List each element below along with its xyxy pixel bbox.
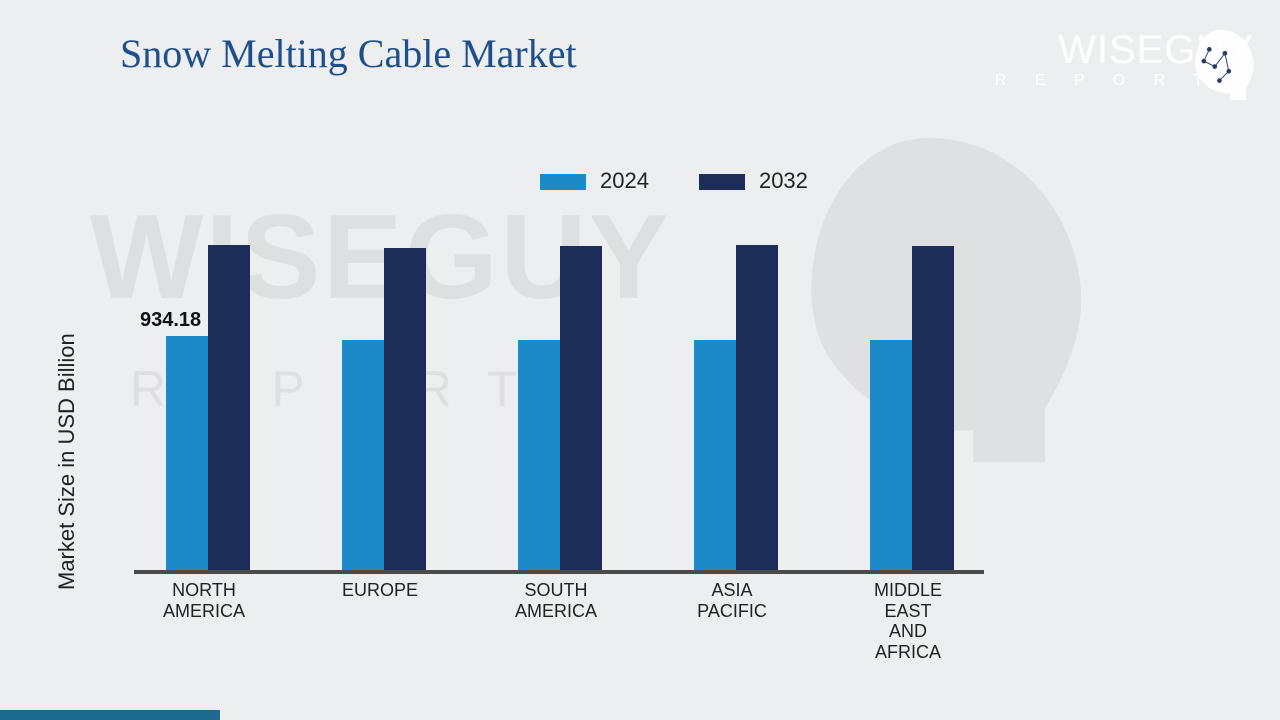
chart-area: Market Size in USD Billion 934.18NORTHAM… (84, 170, 984, 590)
bar (166, 336, 208, 570)
bar (208, 245, 250, 570)
bottom-accent-bar (0, 710, 220, 720)
bar (870, 340, 912, 570)
bar (384, 248, 426, 571)
bar (518, 340, 560, 570)
brand-head-icon (1182, 26, 1260, 104)
bar (912, 246, 954, 570)
plot-area: 934.18NORTHAMERICAEUROPESOUTHAMERICAASIA… (134, 170, 984, 574)
page: WISEGUY R E P O R T S WISEGUY REPORTS Sn… (0, 0, 1280, 720)
x-axis-label: SOUTHAMERICA (486, 580, 626, 621)
x-axis-label: MIDDLEEASTANDAFRICA (838, 580, 978, 663)
bar-value-label: 934.18 (140, 309, 201, 332)
y-axis-label: Market Size in USD Billion (54, 333, 80, 590)
x-axis-label: EUROPE (310, 580, 450, 601)
bar (694, 340, 736, 570)
bar (342, 340, 384, 570)
bar (560, 246, 602, 570)
brand-logo: WISEGUY R E P O R T S (984, 30, 1254, 90)
x-axis-label: ASIAPACIFIC (662, 580, 802, 621)
bar (736, 245, 778, 570)
chart-title: Snow Melting Cable Market (120, 30, 577, 77)
x-axis-label: NORTHAMERICA (134, 580, 274, 621)
